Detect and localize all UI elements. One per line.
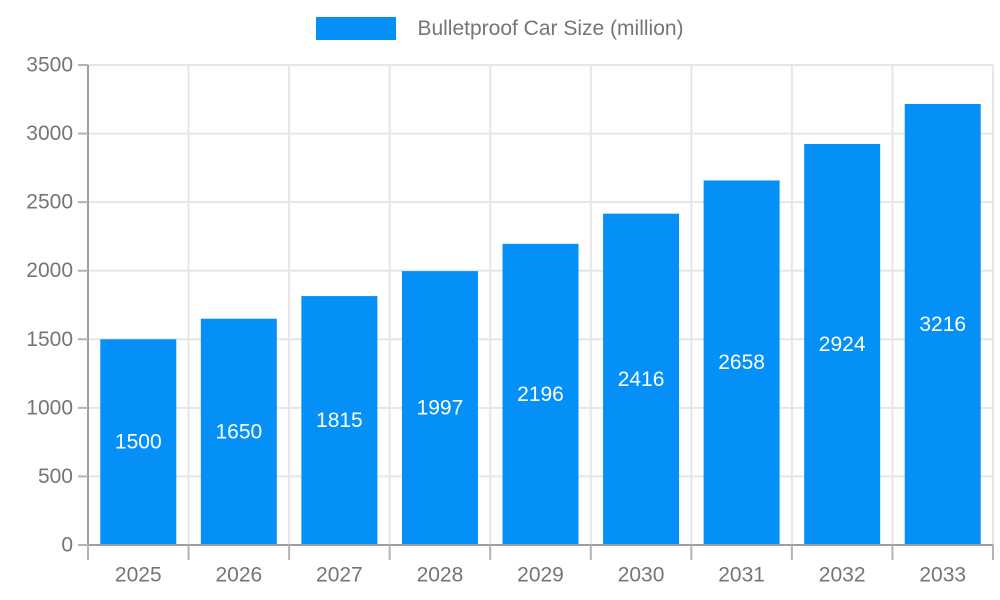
bar — [603, 213, 680, 546]
bar — [301, 296, 378, 545]
x-tick-label: 2028 — [417, 564, 464, 587]
bar-value-label: 3216 — [919, 313, 966, 336]
x-tick-label: 2033 — [919, 564, 966, 587]
x-tick-label: 2032 — [819, 564, 866, 587]
y-tick-label: 1500 — [26, 328, 73, 351]
x-tick-label: 2029 — [517, 564, 564, 587]
bar-value-label: 2924 — [819, 333, 866, 356]
y-tick-label: 1000 — [26, 396, 73, 419]
y-tick-label: 3500 — [26, 54, 73, 77]
bar-value-label: 1815 — [316, 409, 363, 432]
bar — [703, 180, 780, 545]
bar-value-label: 1997 — [417, 397, 464, 420]
bar — [502, 243, 579, 545]
bar — [804, 143, 881, 545]
y-tick-label: 2000 — [26, 259, 73, 282]
bar — [200, 318, 277, 545]
x-tick-label: 2030 — [618, 564, 665, 587]
x-tick-label: 2025 — [115, 564, 162, 587]
bar — [401, 271, 478, 545]
x-tick-label: 2026 — [215, 564, 262, 587]
legend-label: Bulletproof Car Size (million) — [417, 17, 684, 40]
bar — [904, 103, 981, 545]
bar — [100, 339, 177, 545]
y-tick-label: 3000 — [26, 122, 73, 145]
y-tick-label: 500 — [38, 465, 73, 488]
bar-value-label: 1500 — [115, 431, 162, 454]
legend-swatch[interactable] — [316, 17, 397, 40]
bar-value-label: 1650 — [215, 420, 262, 443]
x-tick-label: 2027 — [316, 564, 363, 587]
x-tick-label: 2031 — [718, 564, 765, 587]
bar-value-label: 2658 — [718, 351, 765, 374]
bar-value-label: 2196 — [517, 383, 564, 406]
y-tick-label: 0 — [61, 534, 73, 557]
y-tick-label: 2500 — [26, 191, 73, 214]
legend[interactable]: Bulletproof Car Size (million) — [0, 17, 1000, 40]
bar-value-label: 2416 — [618, 368, 665, 391]
